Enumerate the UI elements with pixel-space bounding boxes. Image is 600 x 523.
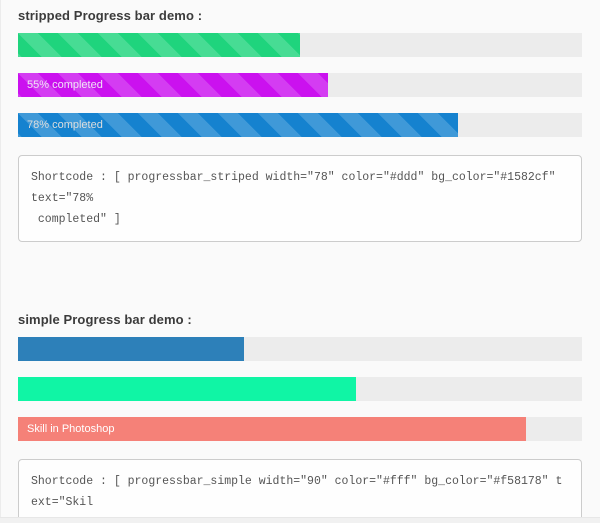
- progress-bar-label: Skill in Photoshop: [27, 423, 115, 435]
- progress-track: [18, 337, 582, 361]
- progress-bar-label: 78% completed: [27, 119, 103, 131]
- page-bottom-edge: [0, 517, 600, 523]
- progress-track: [18, 33, 582, 57]
- striped-bars-container: 55% completed 78% completed: [18, 33, 582, 137]
- simple-bars-container: Skill in Photoshop: [18, 337, 582, 441]
- progress-track: Skill in Photoshop: [18, 417, 582, 441]
- striped-demo-section: stripped Progress bar demo : 55% complet…: [18, 0, 582, 242]
- simple-bar-green: [18, 377, 357, 401]
- simple-section-heading: simple Progress bar demo :: [18, 312, 192, 327]
- striped-shortcode-box: Shortcode : [ progressbar_striped width=…: [18, 155, 582, 242]
- striped-bar-magenta: 55% completed: [18, 73, 329, 97]
- striped-section-heading: stripped Progress bar demo :: [18, 8, 203, 23]
- simple-bar-salmon: Skill in Photoshop: [18, 417, 526, 441]
- striped-bar-blue: 78% completed: [18, 113, 458, 137]
- simple-demo-section: simple Progress bar demo : Skill in Phot…: [18, 242, 582, 523]
- progress-track: 55% completed: [18, 73, 582, 97]
- simple-shortcode-box: Shortcode : [ progressbar_simple width="…: [18, 459, 582, 523]
- progress-track: 78% completed: [18, 113, 582, 137]
- progress-track: [18, 377, 582, 401]
- simple-bar-blue: [18, 337, 244, 361]
- striped-bar-green: [18, 33, 300, 57]
- progress-bar-label: 55% completed: [27, 79, 103, 91]
